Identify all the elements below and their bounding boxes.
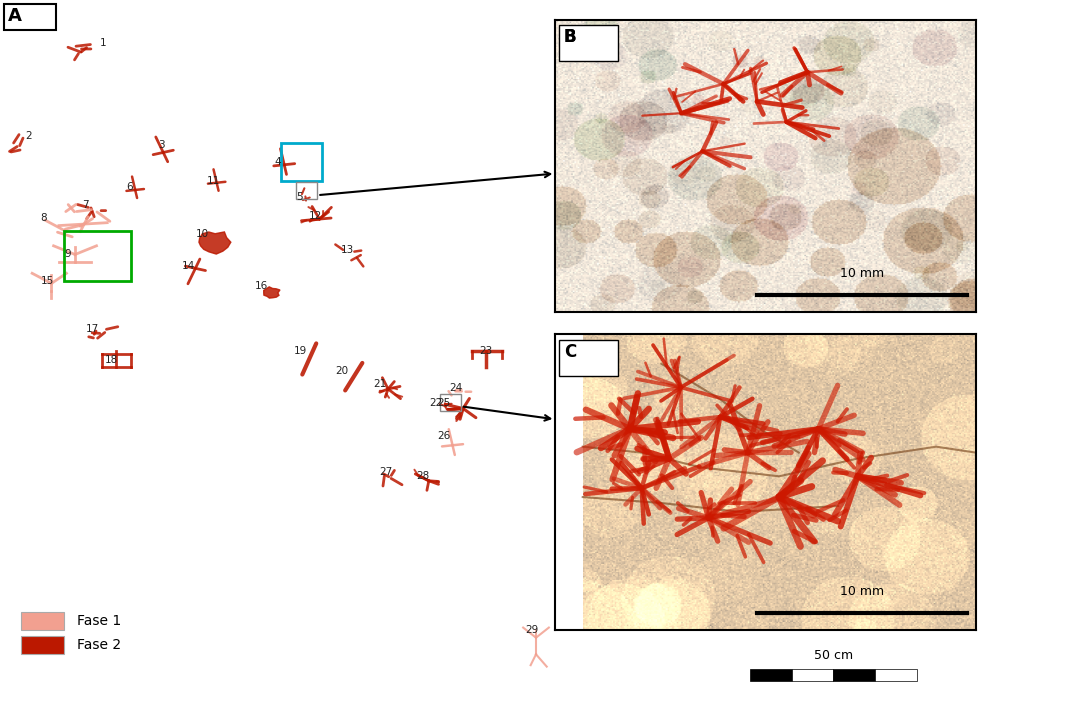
Text: 26: 26: [437, 431, 450, 441]
Bar: [281, 143, 322, 181]
Bar: [21, 612, 64, 630]
Text: 11: 11: [207, 176, 220, 186]
Text: 10 mm: 10 mm: [840, 585, 884, 598]
Text: B: B: [564, 28, 577, 46]
Text: 6: 6: [126, 182, 133, 192]
Text: 14: 14: [182, 261, 195, 271]
Text: 13: 13: [341, 245, 354, 255]
Text: 1: 1: [100, 38, 106, 48]
Text: B: B: [564, 28, 577, 46]
Text: 50 cm: 50 cm: [814, 649, 853, 662]
Text: Fase 2: Fase 2: [77, 638, 121, 652]
Text: 2: 2: [26, 131, 32, 141]
Text: 30: 30: [780, 585, 793, 595]
Bar: [296, 182, 317, 199]
Bar: [440, 394, 461, 411]
Text: 3: 3: [159, 140, 165, 150]
Text: A: A: [8, 7, 21, 25]
Text: 23: 23: [479, 346, 492, 356]
Text: 15: 15: [41, 276, 54, 286]
Bar: [834, 669, 875, 681]
Text: 28: 28: [416, 471, 429, 481]
Bar: [560, 340, 619, 375]
Bar: [875, 669, 917, 681]
Text: 10: 10: [196, 228, 209, 239]
Text: 31: 31: [796, 613, 809, 623]
Text: Fase 1: Fase 1: [77, 614, 121, 628]
Bar: [750, 669, 792, 681]
Text: 4: 4: [274, 157, 281, 167]
Text: C: C: [564, 343, 576, 361]
Text: 29: 29: [525, 625, 538, 635]
Text: 18: 18: [105, 355, 118, 365]
Text: 8: 8: [41, 213, 47, 223]
Text: 32: 32: [919, 445, 932, 455]
Text: 22: 22: [429, 398, 442, 408]
Text: 21: 21: [373, 379, 386, 389]
Text: 10 mm: 10 mm: [840, 267, 884, 280]
Bar: [21, 636, 64, 654]
Text: 5: 5: [296, 192, 302, 202]
Text: 27: 27: [379, 467, 392, 477]
Text: 7: 7: [83, 200, 89, 210]
Text: 9: 9: [64, 249, 71, 259]
Text: 12: 12: [309, 210, 322, 221]
Bar: [64, 231, 131, 281]
Text: 25: 25: [437, 398, 450, 408]
Bar: [792, 669, 833, 681]
Text: 24: 24: [449, 383, 462, 393]
Polygon shape: [199, 232, 230, 254]
Bar: [560, 25, 619, 61]
Text: 19: 19: [294, 346, 307, 356]
Bar: [4, 4, 56, 30]
Text: 20: 20: [336, 366, 348, 376]
Polygon shape: [264, 287, 280, 298]
Text: 16: 16: [255, 281, 268, 291]
Text: 17: 17: [86, 324, 99, 334]
